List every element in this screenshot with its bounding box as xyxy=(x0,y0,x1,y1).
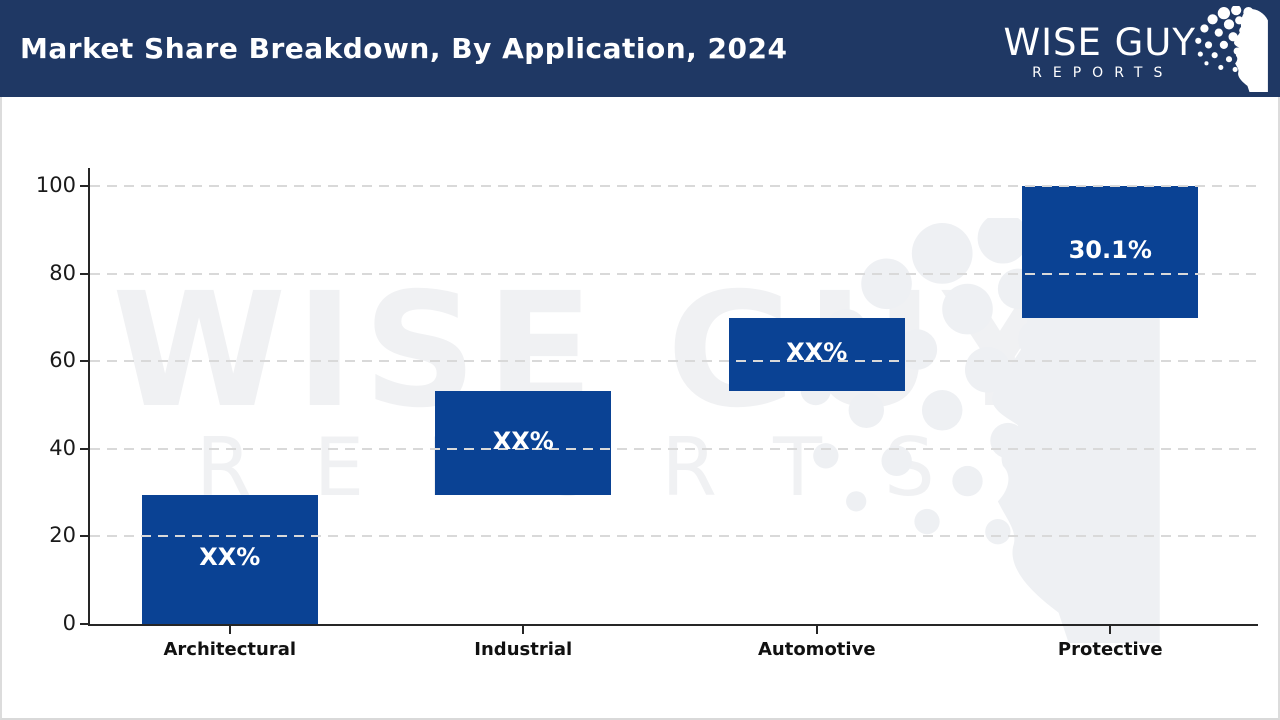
x-tick-automotive xyxy=(815,626,818,634)
brand-wordmark: WISE GUY REPORTS xyxy=(1003,21,1196,81)
gridline-y-20 xyxy=(90,535,1257,538)
x-tick-industrial xyxy=(522,626,525,634)
y-axis xyxy=(88,168,90,626)
y-tick-100 xyxy=(80,185,88,187)
brand-wordmark-line1: WISE GUY xyxy=(1003,21,1196,64)
y-tick-label-60: 60 xyxy=(49,348,76,373)
bar-architectural xyxy=(141,494,318,624)
bar-value-label-industrial: XX% xyxy=(492,426,554,455)
category-label-industrial: Industrial xyxy=(474,639,573,660)
y-tick-80 xyxy=(80,272,88,275)
category-label-architectural: Architectural xyxy=(163,639,297,660)
x-tick-architectural xyxy=(228,626,231,634)
y-tick-60 xyxy=(80,360,88,363)
bar-protective xyxy=(1022,186,1199,318)
bar-automotive xyxy=(728,317,905,391)
category-label-automotive: Automotive xyxy=(757,639,876,660)
x-tick-protective xyxy=(1109,626,1112,634)
y-tick-label-40: 40 xyxy=(49,435,76,460)
page-title: Market Share Breakdown, By Application, … xyxy=(20,32,788,65)
gridline-y-100 xyxy=(90,185,1257,187)
y-tick-label-20: 20 xyxy=(49,523,76,548)
brand-face-dots-icon xyxy=(1195,6,1268,92)
x-axis xyxy=(88,624,1258,626)
bar-value-label-automotive: XX% xyxy=(786,338,848,367)
brand-wordmark-line2: REPORTS xyxy=(1032,64,1174,81)
category-label-protective: Protective xyxy=(1057,639,1163,660)
bar-industrial xyxy=(435,390,612,495)
header-bar: Market Share Breakdown, By Application, … xyxy=(0,0,1280,97)
bar-value-label-architectural: XX% xyxy=(199,543,261,572)
y-tick-label-0: 0 xyxy=(62,611,76,635)
brand-logo: WISE GUY REPORTS xyxy=(1003,4,1268,94)
y-tick-20 xyxy=(80,535,88,538)
y-tick-label-80: 80 xyxy=(49,260,76,285)
y-tick-label-100: 100 xyxy=(35,173,76,197)
y-tick-0 xyxy=(80,623,88,625)
watermark-face-dots-icon xyxy=(800,218,1160,643)
bar-value-label-protective: 30.1% xyxy=(1068,235,1152,264)
gridline-y-60 xyxy=(90,360,1257,363)
gridline-y-80 xyxy=(90,272,1257,275)
gridline-y-40 xyxy=(90,447,1257,450)
y-tick-40 xyxy=(80,447,88,450)
